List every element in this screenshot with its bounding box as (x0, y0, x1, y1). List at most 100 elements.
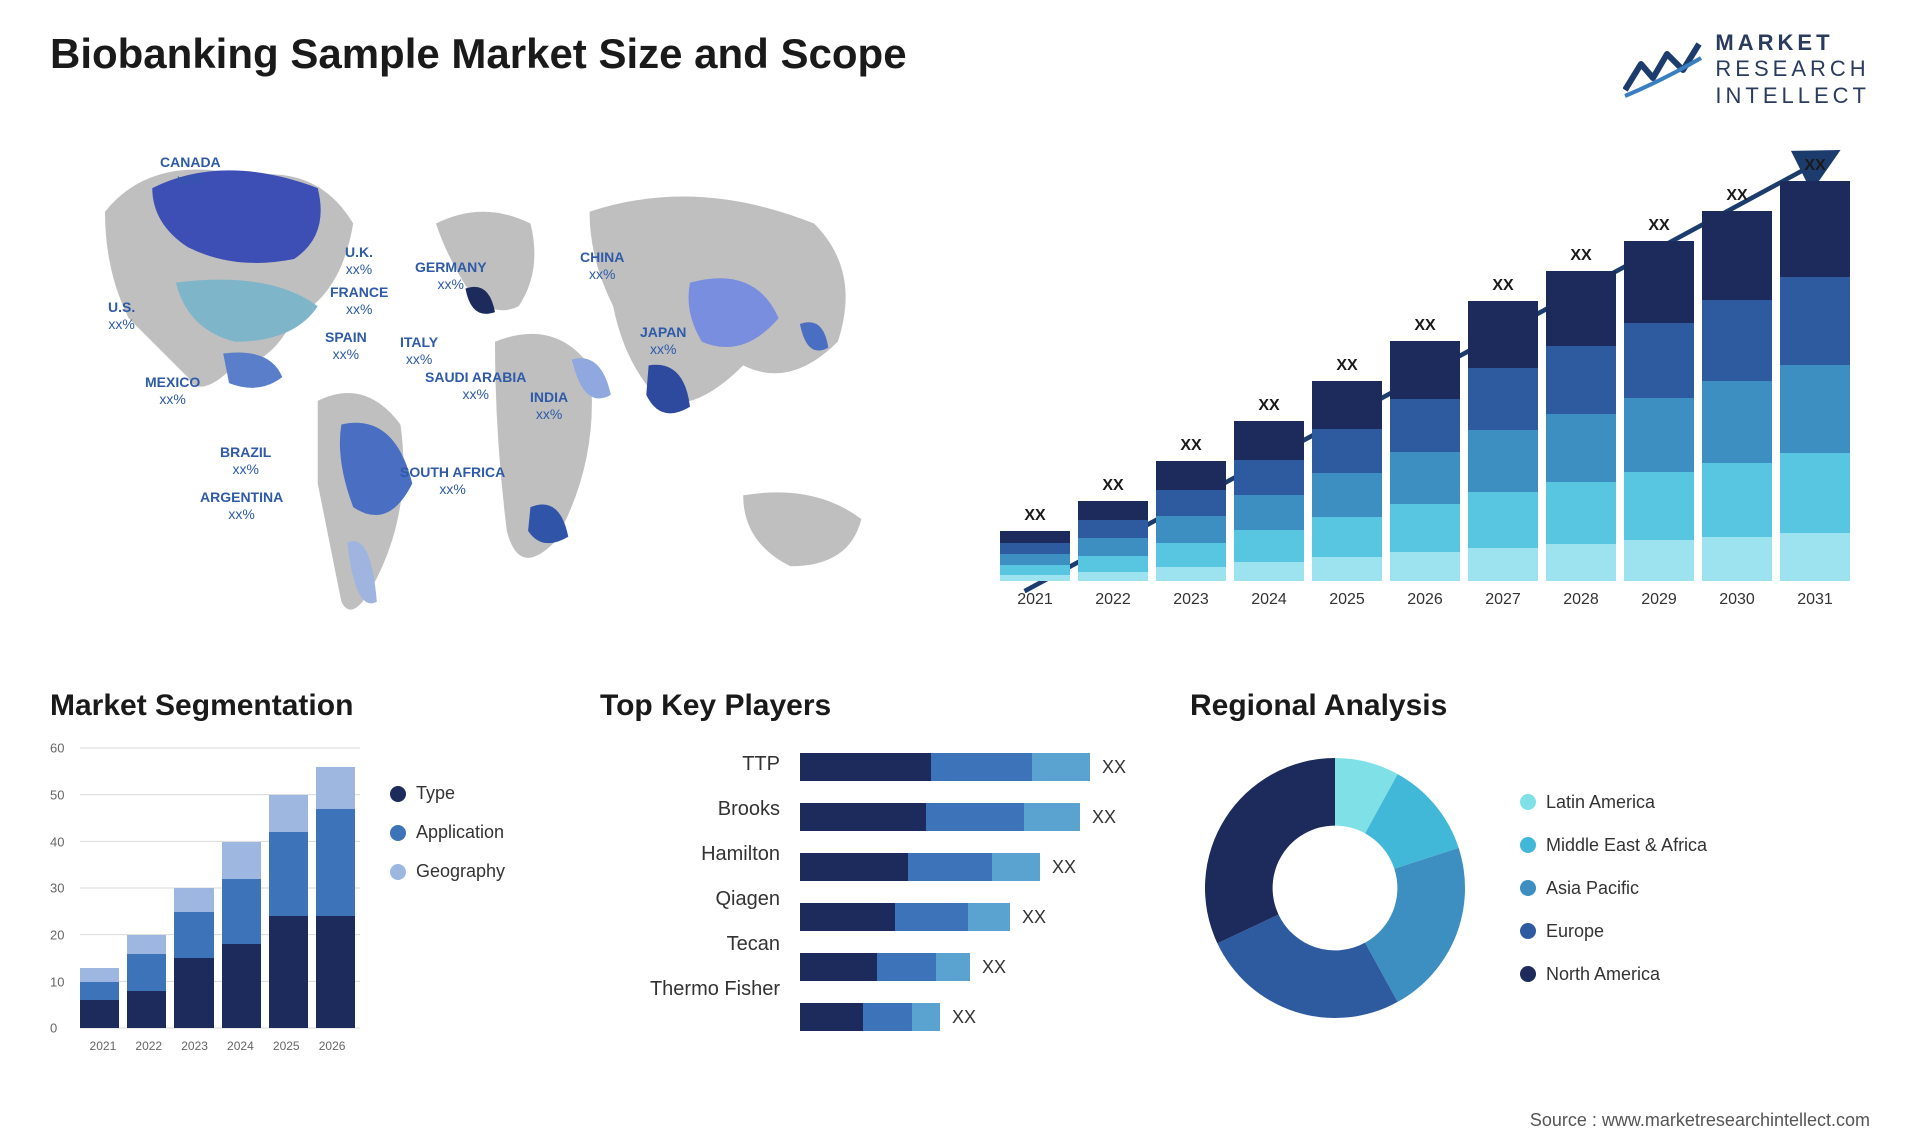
player-bar-segment (912, 1003, 940, 1031)
segmentation-x-label: 2024 (227, 1039, 254, 1053)
players-labels: TTPBrooksHamiltonQiagenTecanThermo Fishe… (600, 743, 780, 1031)
segmentation-segment (316, 916, 355, 1028)
country-label: FRANCExx% (330, 284, 388, 318)
growth-segment (1624, 540, 1694, 581)
growth-segment (1234, 495, 1304, 530)
country-label: INDIAxx% (530, 389, 568, 423)
players-title: Top Key Players (600, 689, 1160, 723)
legend-label: Type (416, 783, 455, 804)
growth-segment (1780, 453, 1850, 533)
growth-segment (1156, 543, 1226, 567)
player-name: Thermo Fisher (650, 978, 780, 1001)
growth-chart: XX2021XX2022XX2023XX2024XX2025XX2026XX20… (980, 129, 1870, 649)
player-bar-row: XX (800, 953, 1160, 981)
growth-segment (1546, 482, 1616, 544)
growth-segment (1000, 543, 1070, 554)
growth-segment (1000, 565, 1070, 575)
legend-label: North America (1546, 964, 1660, 985)
country-label: ITALYxx% (400, 334, 438, 368)
legend-dot-icon (1520, 880, 1536, 896)
growth-value-label: XX (1336, 357, 1357, 375)
country-label: U.S.xx% (108, 299, 135, 333)
growth-chart-panel: XX2021XX2022XX2023XX2024XX2025XX2026XX20… (980, 129, 1870, 649)
growth-value-label: XX (1648, 217, 1669, 235)
segmentation-panel: Market Segmentation 0102030405060 202120… (50, 689, 570, 1089)
player-bar (800, 853, 1040, 881)
growth-segment (1702, 463, 1772, 537)
player-value: XX (1022, 907, 1046, 928)
growth-segment (1312, 429, 1382, 473)
segmentation-segment (316, 767, 355, 809)
growth-segment (1312, 473, 1382, 517)
growth-year-label: 2025 (1329, 591, 1365, 609)
growth-year-label: 2030 (1719, 591, 1755, 609)
growth-segment (1702, 537, 1772, 581)
growth-segment (1624, 472, 1694, 540)
segmentation-segment (174, 888, 213, 911)
growth-segment (1000, 554, 1070, 565)
legend-dot-icon (390, 825, 406, 841)
growth-year-label: 2024 (1251, 591, 1287, 609)
growth-value-label: XX (1258, 397, 1279, 415)
growth-year-label: 2023 (1173, 591, 1209, 609)
segmentation-bar (174, 888, 213, 1028)
growth-bar: XX2023 (1156, 437, 1226, 609)
player-value: XX (982, 957, 1006, 978)
player-bar-segment (800, 1003, 863, 1031)
growth-segment (1390, 452, 1460, 505)
segmentation-y-label: 20 (50, 927, 64, 942)
growth-segment (1468, 301, 1538, 368)
growth-segment (1078, 556, 1148, 572)
player-bar-segment (877, 953, 937, 981)
player-bar-segment (800, 853, 908, 881)
players-panel: Top Key Players TTPBrooksHamiltonQiagenT… (600, 689, 1160, 1089)
growth-segment (1624, 323, 1694, 398)
segmentation-segment (174, 958, 213, 1028)
segmentation-y-label: 50 (50, 787, 64, 802)
segmentation-legend: TypeApplicationGeography (390, 743, 505, 1053)
growth-segment (1156, 490, 1226, 516)
growth-segment (1078, 538, 1148, 556)
growth-year-label: 2029 (1641, 591, 1677, 609)
player-name: Tecan (727, 933, 780, 956)
bottom-row: Market Segmentation 0102030405060 202120… (50, 689, 1870, 1089)
legend-label: Asia Pacific (1546, 878, 1639, 899)
legend-dot-icon (1520, 923, 1536, 939)
top-row: CANADAxx%U.S.xx%MEXICOxx%BRAZILxx%ARGENT… (50, 129, 1870, 649)
growth-segment (1234, 460, 1304, 495)
legend-item: Latin America (1520, 792, 1707, 813)
segmentation-y-label: 30 (50, 881, 64, 896)
growth-segment (1468, 492, 1538, 548)
segmentation-segment (127, 954, 166, 991)
growth-segment (1468, 548, 1538, 582)
growth-segment (1312, 381, 1382, 429)
player-value: XX (1052, 857, 1076, 878)
page-title: Biobanking Sample Market Size and Scope (50, 30, 907, 78)
legend-dot-icon (1520, 837, 1536, 853)
country-label: ARGENTINAxx% (200, 489, 283, 523)
legend-item: Europe (1520, 921, 1707, 942)
growth-segment (1000, 531, 1070, 543)
legend-label: Geography (416, 861, 505, 882)
growth-segment (1390, 341, 1460, 399)
segmentation-bar (80, 968, 119, 1029)
segmentation-x-label: 2025 (273, 1039, 300, 1053)
growth-segment (1156, 516, 1226, 542)
country-label: MEXICOxx% (145, 374, 200, 408)
growth-segment (1390, 552, 1460, 581)
segmentation-x-label: 2026 (319, 1039, 346, 1053)
segmentation-bar (127, 935, 166, 1028)
growth-bar: XX2028 (1546, 247, 1616, 609)
legend-item: Geography (390, 861, 505, 882)
growth-year-label: 2022 (1095, 591, 1131, 609)
segmentation-chart: 0102030405060 202120222023202420252026 (50, 743, 360, 1053)
growth-segment (1234, 421, 1304, 459)
legend-item: Middle East & Africa (1520, 835, 1707, 856)
legend-label: Middle East & Africa (1546, 835, 1707, 856)
player-bar-row: XX (800, 853, 1160, 881)
growth-segment (1234, 530, 1304, 562)
growth-segment (1468, 430, 1538, 492)
growth-value-label: XX (1024, 507, 1045, 525)
player-bar-segment (800, 753, 931, 781)
growth-segment (1156, 461, 1226, 490)
